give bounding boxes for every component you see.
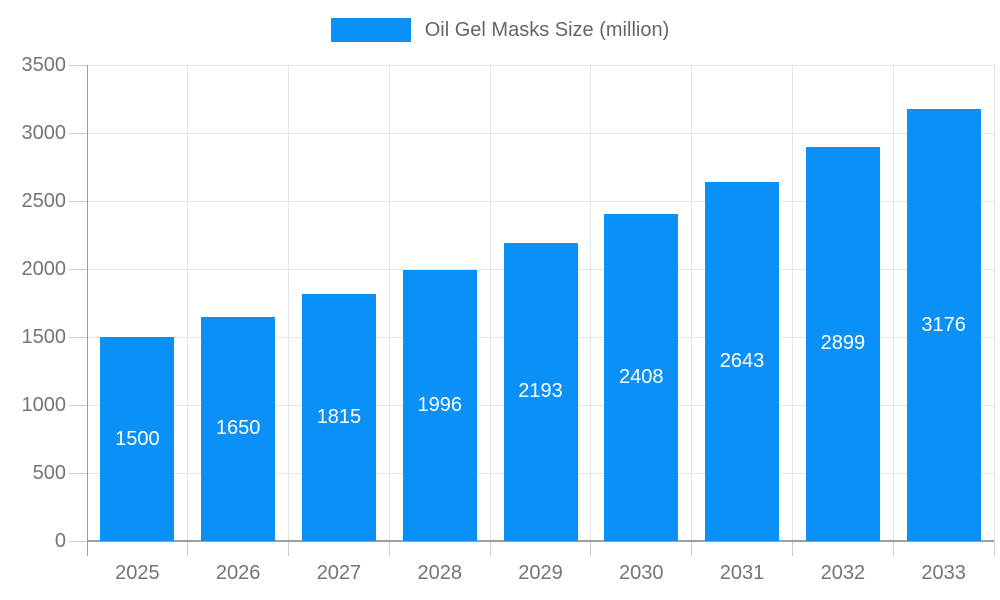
x-tick: [791, 541, 793, 556]
x-gridline: [590, 65, 592, 541]
x-gridline: [892, 65, 894, 541]
y-tick: [69, 268, 87, 270]
y-axis-line: [87, 65, 88, 556]
bar-value-label: 1500: [115, 427, 160, 450]
x-tick-label: 2030: [619, 562, 664, 584]
y-gridline: [87, 200, 994, 202]
x-tick-label: 2025: [115, 562, 160, 584]
y-gridline: [87, 132, 994, 134]
x-tick-label: 2028: [417, 562, 462, 584]
x-gridline: [993, 65, 995, 541]
legend-swatch[interactable]: [330, 18, 411, 42]
x-tick-label: 2029: [518, 562, 563, 584]
y-tick: [69, 472, 87, 474]
y-tick-label: 500: [32, 462, 66, 484]
bar-value-label: 3176: [921, 313, 966, 336]
bar[interactable]: 1650: [201, 316, 276, 541]
bar[interactable]: 3176: [906, 109, 981, 541]
bar-value-label: 2643: [719, 349, 765, 372]
bar-value-label: 2899: [820, 332, 866, 355]
bar-value-label: 1996: [417, 393, 462, 416]
x-tick-label: 2033: [921, 562, 966, 584]
x-gridline: [791, 65, 793, 541]
bar[interactable]: 2408: [604, 213, 679, 541]
x-gridline: [288, 65, 290, 541]
x-tick-label: 2026: [215, 562, 261, 584]
y-tick-label: 1000: [21, 394, 67, 416]
bar-value-label: 2193: [518, 380, 563, 403]
y-tick-label: 0: [54, 530, 66, 552]
x-gridline: [388, 65, 390, 541]
x-tick-label: 2032: [820, 562, 866, 584]
y-tick: [69, 336, 87, 338]
bar[interactable]: 1996: [402, 269, 477, 541]
x-tick-label: 2027: [316, 562, 362, 584]
x-tick: [892, 541, 894, 556]
x-tick: [388, 541, 390, 556]
bar-value-label: 1650: [215, 417, 261, 440]
bar[interactable]: 2899: [805, 146, 880, 541]
x-tick: [590, 541, 592, 556]
x-tick: [288, 541, 290, 556]
y-tick-label: 1500: [21, 326, 67, 348]
bar[interactable]: 2643: [705, 181, 780, 541]
y-tick-label: 2500: [21, 190, 67, 212]
y-tick: [69, 64, 87, 66]
y-tick: [69, 132, 87, 134]
bar[interactable]: 1815: [301, 294, 376, 541]
bar[interactable]: 2193: [503, 242, 578, 541]
x-tick-label: 2031: [719, 562, 765, 584]
legend-label: Oil Gel Masks Size (million): [424, 19, 670, 41]
y-tick-label: 2000: [21, 258, 67, 280]
legend[interactable]: Oil Gel Masks Size (million): [0, 18, 1000, 42]
x-gridline: [691, 65, 693, 541]
bar-value-label: 1815: [316, 406, 362, 429]
bar-value-label: 2408: [619, 365, 664, 388]
y-tick-label: 3000: [21, 122, 67, 144]
x-tick: [993, 541, 995, 556]
x-gridline: [489, 65, 491, 541]
y-gridline: [87, 64, 994, 66]
x-tick: [489, 541, 491, 556]
y-tick: [69, 200, 87, 202]
bar[interactable]: 1500: [100, 337, 175, 541]
x-tick: [691, 541, 693, 556]
x-axis-line: [87, 540, 994, 542]
y-tick-label: 3500: [21, 54, 67, 76]
x-tick: [187, 541, 189, 556]
y-tick: [69, 404, 87, 406]
y-tick: [69, 540, 87, 542]
x-gridline: [187, 65, 189, 541]
